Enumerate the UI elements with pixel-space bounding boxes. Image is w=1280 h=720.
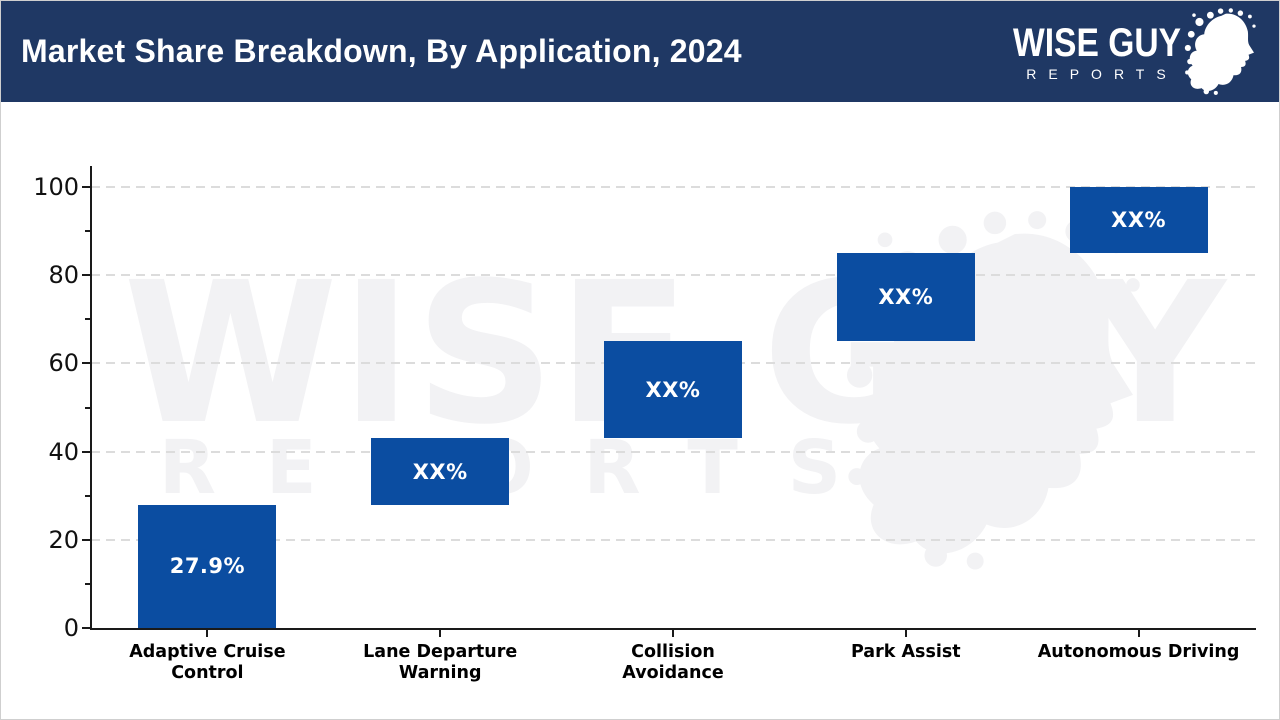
y-major-tick-100 [82, 186, 90, 188]
y-major-tick-80 [82, 274, 90, 277]
y-tick-label-20: 20 [48, 525, 79, 554]
x-category-tick [206, 630, 209, 637]
bar-segment: XX% [604, 341, 742, 439]
category-label: Park Assist [850, 642, 961, 662]
plot-area: 27.9% XX% XX% XX% XX% [91, 186, 1255, 628]
y-major-tick-20 [82, 538, 90, 541]
gridline-40 [91, 450, 1255, 453]
bar-segment: XX% [371, 438, 510, 505]
logo-reports-label: REPORTS [1026, 65, 1178, 82]
gridline-100 [91, 186, 1255, 188]
bar-value-label: XX% [645, 377, 701, 402]
x-category-tick [904, 630, 907, 637]
gridline-20 [91, 538, 1255, 541]
bar-value-label: XX% [878, 285, 934, 310]
bar-segment: XX% [1069, 187, 1208, 254]
header-bar: Market Share Breakdown, By Application, … [1, 1, 1279, 102]
y-minor-tick-90 [85, 230, 90, 233]
y-axis-line [90, 166, 92, 630]
bar-value-label: XX% [412, 459, 468, 484]
x-category-tick [672, 630, 674, 637]
bar-segment: XX% [836, 253, 975, 342]
logo-text-block: WISE GUY REPORTS [997, 23, 1197, 82]
x-category-tick [439, 630, 442, 637]
y-tick-label-0: 0 [63, 614, 79, 642]
y-major-tick-60 [82, 362, 90, 365]
bar-segment: 27.9% [138, 504, 277, 628]
x-axis-line [90, 628, 1256, 630]
logo-wordmark: WISE GUY [1012, 20, 1181, 65]
category-label: Lane Departure Warning [363, 642, 518, 684]
chart-title: Market Share Breakdown, By Application, … [21, 33, 742, 69]
y-tick-label-60: 60 [48, 349, 79, 378]
category-label: Collision Avoidance [622, 642, 724, 684]
bar-value-label: XX% [1111, 208, 1167, 233]
y-tick-label-100: 100 [33, 173, 79, 201]
x-category-tick [1137, 630, 1140, 637]
y-tick-label-40: 40 [48, 437, 79, 466]
y-major-tick-0 [82, 627, 90, 629]
y-minor-tick-70 [85, 318, 90, 321]
y-major-tick-40 [82, 450, 90, 453]
y-minor-tick-10 [85, 582, 90, 585]
y-minor-tick-30 [85, 494, 90, 497]
logo-head-icon [1181, 7, 1267, 97]
wiseguy-logo: WISE GUY REPORTS [997, 7, 1267, 97]
gridline-80 [91, 274, 1255, 277]
y-tick-label-80: 80 [48, 261, 79, 290]
category-label: Adaptive Cruise Control [129, 642, 286, 684]
y-minor-tick-50 [85, 406, 90, 409]
category-label: Autonomous Driving [1037, 642, 1240, 662]
bar-value-label: 27.9% [169, 554, 246, 579]
